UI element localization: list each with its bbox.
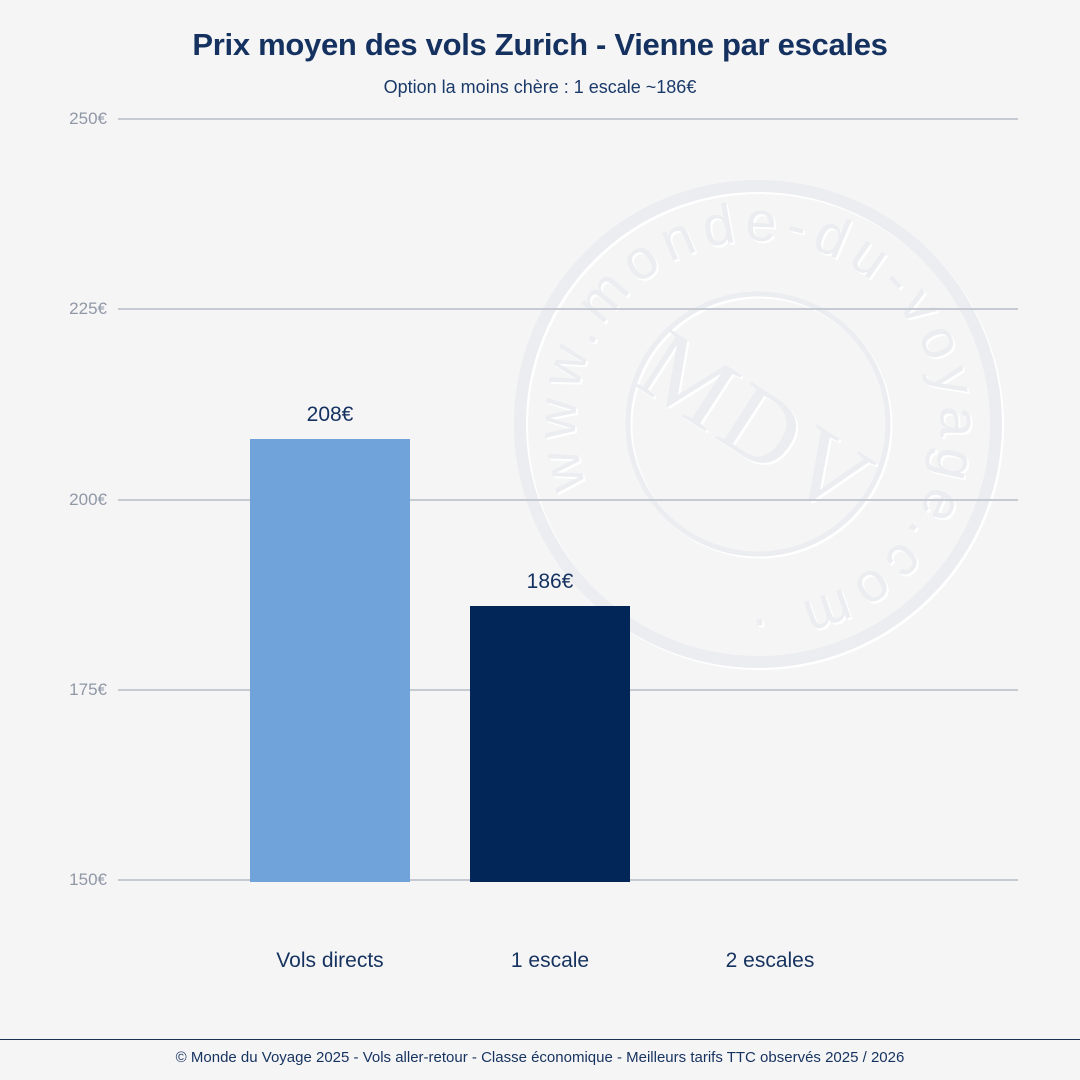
y-axis-label-200: 200€ bbox=[69, 489, 107, 509]
bar-2 bbox=[470, 606, 630, 882]
x-category-label-3: 2 escales bbox=[725, 949, 815, 972]
y-axis-label-175: 175€ bbox=[69, 679, 107, 699]
bar-value-label-2: 186€ bbox=[526, 570, 574, 594]
chart-subtitle: Option la moins chère : 1 escale ~186€ bbox=[383, 77, 697, 97]
gridline-250 bbox=[118, 118, 1018, 120]
bar-value-label-1: 208€ bbox=[306, 402, 354, 426]
x-category-label-2: 1 escale bbox=[510, 949, 590, 972]
y-axis-label-250: 250€ bbox=[69, 109, 107, 128]
bar-1 bbox=[250, 438, 410, 882]
gridline-225 bbox=[118, 308, 1018, 311]
y-axis-label-225: 225€ bbox=[69, 299, 107, 319]
x-category-label-1: Vols directs bbox=[276, 949, 384, 972]
footer-divider bbox=[0, 1039, 1080, 1040]
y-axis-label-150: 150€ bbox=[69, 870, 107, 889]
footer-text: © Monde du Voyage 2025 - Vols aller-reto… bbox=[175, 1049, 905, 1066]
chart-title: Prix moyen des vols Zurich - Vienne par … bbox=[192, 27, 888, 62]
gridline-200 bbox=[118, 498, 1018, 501]
